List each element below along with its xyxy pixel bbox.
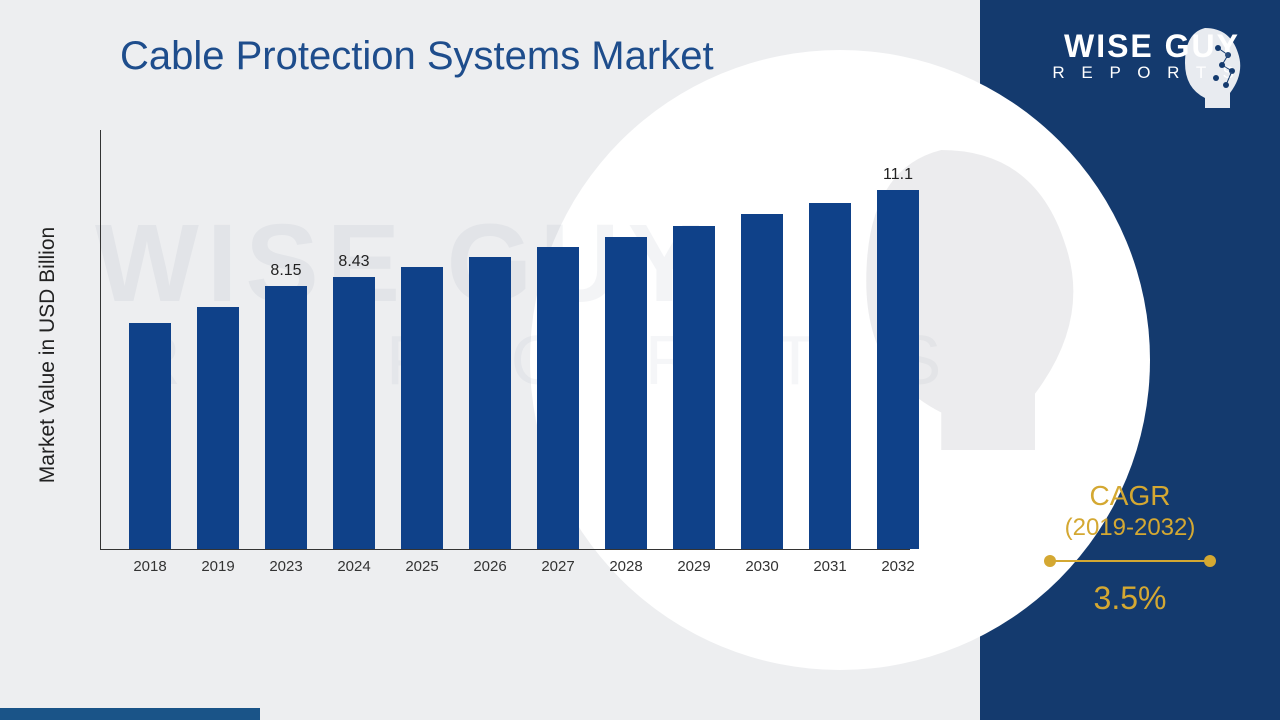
bar-2019 bbox=[197, 307, 239, 549]
chart-container: Cable Protection Systems Market WISE GUY… bbox=[0, 0, 1280, 720]
bar-2031 bbox=[809, 203, 851, 549]
x-label-2026: 2026 bbox=[473, 558, 506, 575]
bar-2023 bbox=[265, 286, 307, 549]
x-label-2023: 2023 bbox=[269, 558, 302, 575]
bar-2030 bbox=[741, 214, 783, 549]
cagr-value: 3.5% bbox=[1035, 580, 1225, 617]
x-label-2018: 2018 bbox=[133, 558, 166, 575]
x-label-2028: 2028 bbox=[609, 558, 642, 575]
y-axis-label: Market Value in USD Billion bbox=[36, 227, 60, 483]
value-label-2023: 8.15 bbox=[256, 262, 316, 280]
bar-2032 bbox=[877, 190, 919, 549]
bar-2025 bbox=[401, 267, 443, 549]
bar-2026 bbox=[469, 257, 511, 549]
x-label-2024: 2024 bbox=[337, 558, 370, 575]
x-label-2027: 2027 bbox=[541, 558, 574, 575]
cagr-divider bbox=[1050, 560, 1210, 562]
bar-2028 bbox=[605, 237, 647, 549]
bar-2029 bbox=[673, 226, 715, 549]
bar-2018 bbox=[129, 323, 171, 549]
chart-area: Market Value in USD Billion 201820198.15… bbox=[60, 130, 910, 580]
bar-2027 bbox=[537, 247, 579, 549]
plot-area: 201820198.1520238.4320242025202620272028… bbox=[100, 130, 910, 550]
value-label-2024: 8.43 bbox=[324, 253, 384, 271]
head-icon bbox=[1170, 23, 1250, 113]
x-label-2030: 2030 bbox=[745, 558, 778, 575]
cagr-title: CAGR bbox=[1035, 480, 1225, 512]
x-label-2032: 2032 bbox=[881, 558, 914, 575]
x-label-2031: 2031 bbox=[813, 558, 846, 575]
brand-logo: WISE GUY R E P O R T S bbox=[1052, 28, 1240, 83]
cagr-period: (2019-2032) bbox=[1035, 514, 1225, 542]
value-label-2032: 11.1 bbox=[868, 166, 928, 184]
x-label-2019: 2019 bbox=[201, 558, 234, 575]
bar-2024 bbox=[333, 277, 375, 549]
x-label-2029: 2029 bbox=[677, 558, 710, 575]
chart-title: Cable Protection Systems Market bbox=[120, 34, 714, 79]
bottom-accent-bar bbox=[0, 708, 260, 720]
cagr-block: CAGR (2019-2032) 3.5% bbox=[1035, 480, 1225, 617]
x-label-2025: 2025 bbox=[405, 558, 438, 575]
